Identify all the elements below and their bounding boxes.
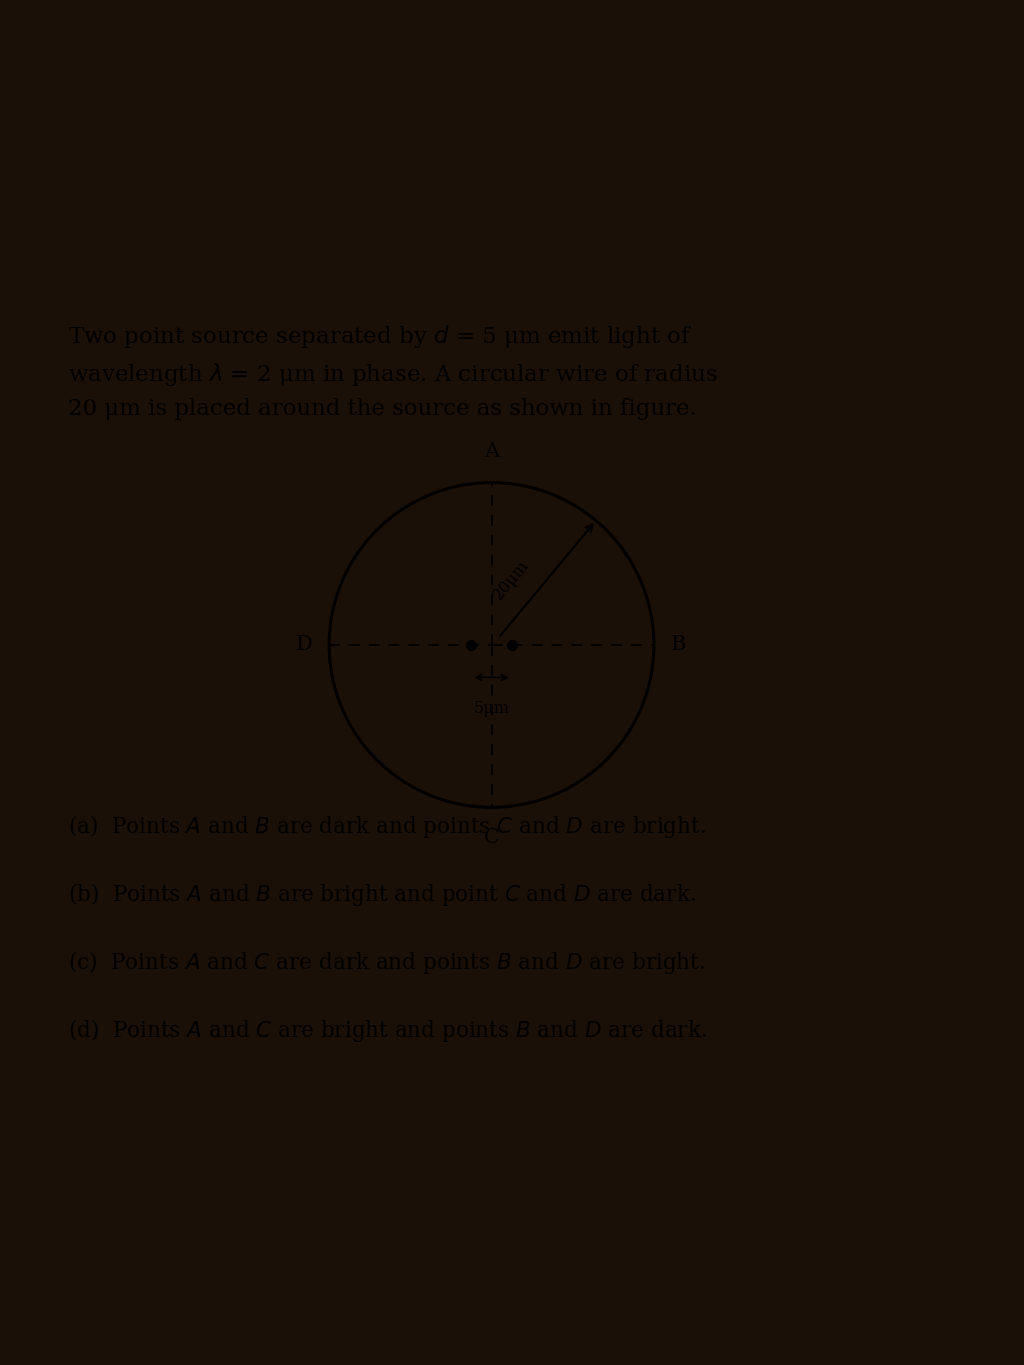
Text: (a)  Points $A$ and $B$ are dark and points $C$ and $D$ are bright.: (a) Points $A$ and $B$ are dark and poin… [69,814,707,841]
Text: A: A [484,442,499,461]
Text: 20μm: 20μm [489,557,532,602]
Text: D: D [295,636,312,654]
Text: (d)  Points $A$ and $C$ are bright and points $B$ and $D$ are dark.: (d) Points $A$ and $C$ are bright and po… [69,1017,708,1044]
Text: Two point source separated by $d$ = 5 μm emit light of
wavelength $\lambda$ = 2 : Two point source separated by $d$ = 5 μm… [69,324,718,420]
Text: (c)  Points $A$ and $C$ are dark and points $B$ and $D$ are bright.: (c) Points $A$ and $C$ are dark and poin… [69,950,706,976]
Text: B: B [671,636,686,654]
Text: (b)  Points $A$ and $B$ are bright and point $C$ and $D$ are dark.: (b) Points $A$ and $B$ are bright and po… [69,882,696,908]
Text: 5μm: 5μm [473,700,510,717]
Text: C: C [483,829,500,848]
